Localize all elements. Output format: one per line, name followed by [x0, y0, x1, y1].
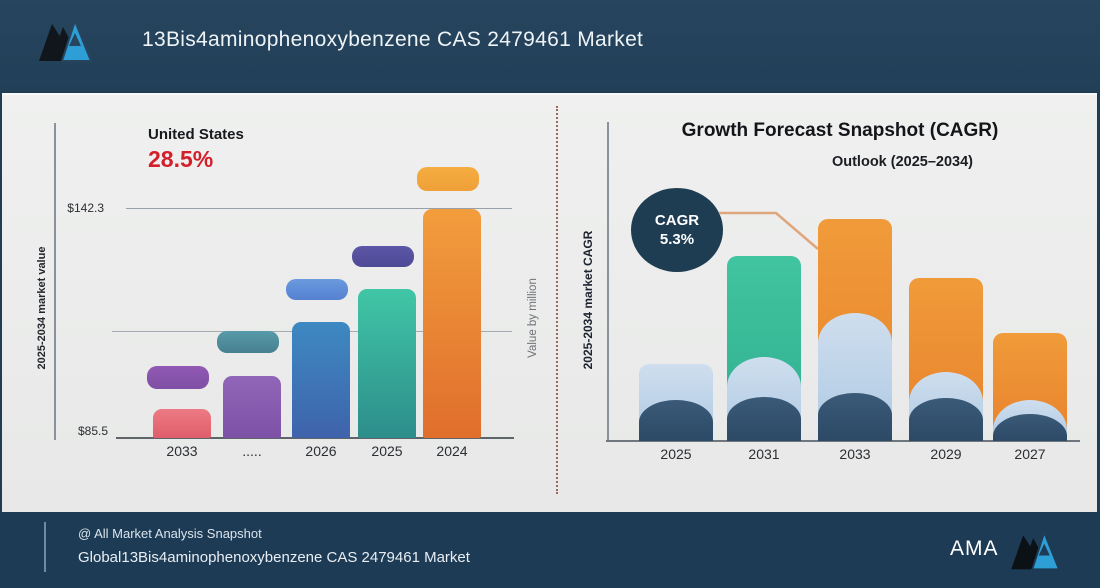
- segment-2033-navy: [818, 393, 892, 441]
- gridline-142: [126, 208, 512, 209]
- x-label-2024: 2024: [436, 443, 468, 459]
- footer-brand-text: AMA: [950, 537, 999, 560]
- bar-.....: [223, 376, 281, 438]
- x-label-.....: .....: [242, 443, 262, 459]
- footer-report-title: Global13Bis4aminophenoxybenzene CAS 2479…: [78, 549, 470, 566]
- cagr-badge-value: 5.3%: [659, 231, 695, 248]
- header: 13Bis4aminophenoxybenzene CAS 2479461 Ma…: [0, 0, 1100, 91]
- page-title: 13Bis4aminophenoxybenzene CAS 2479461 Ma…: [142, 28, 644, 51]
- segment-2031-navy: [727, 397, 801, 441]
- x-label-2029: 2029: [930, 446, 962, 462]
- y-tick-85: $85.5: [77, 424, 108, 438]
- bar-cap-2025: [352, 246, 414, 267]
- bar-2026: [292, 322, 350, 438]
- x-label-2033: 2033: [166, 443, 198, 459]
- value-by-million-label: Value by million: [527, 278, 539, 358]
- left-y-axis-line: [54, 123, 56, 440]
- right-chart-title: Growth Forecast Snapshot (CAGR): [681, 120, 999, 141]
- footer-caption: @ All Market Analysis Snapshot: [78, 526, 262, 541]
- right-chart-subtitle: Outlook (2025–2034): [831, 154, 974, 170]
- left-x-axis-line: [116, 437, 514, 439]
- segment-2029-navy: [909, 398, 983, 441]
- x-label-2033: 2033: [839, 446, 871, 462]
- x-label-2026: 2026: [305, 443, 337, 459]
- bar-cap-2024: [417, 167, 479, 191]
- cagr-badge: CAGR 5.3%: [631, 188, 723, 272]
- bar-cap-.....: [217, 331, 279, 353]
- footer: @ All Market Analysis Snapshot Global13B…: [0, 512, 1100, 588]
- bar-2025: [358, 289, 416, 438]
- cagr-badge-label: CAGR: [654, 211, 700, 229]
- x-label-2027: 2027: [1014, 446, 1046, 462]
- left-chart-title: United States: [148, 126, 244, 143]
- bar-cap-2026: [286, 279, 348, 300]
- x-label-2025: 2025: [371, 443, 403, 459]
- bar-2024: [423, 209, 481, 438]
- x-label-2025: 2025: [660, 446, 692, 462]
- right-y-axis-line: [607, 122, 609, 441]
- bar-2033: [153, 409, 211, 438]
- left-bar-chart: 2033..... 2026 2025 2024: [118, 123, 512, 459]
- left-chart-highlight-value: 28.5%: [148, 146, 214, 172]
- ama-logo-icon: [1011, 529, 1061, 571]
- segment-2025-navy: [639, 400, 713, 441]
- right-bar-chart: 2025 2031 2033 2029 2027: [625, 122, 1075, 462]
- bar-cap-2033: [147, 366, 209, 389]
- left-y-axis-title: 2025-2034 market value: [36, 246, 48, 370]
- ama-logo-icon: [39, 18, 93, 62]
- x-label-2031: 2031: [748, 446, 780, 462]
- footer-divider: [44, 522, 46, 572]
- right-y-axis-title: 2025-2034 market CAGR: [581, 230, 595, 370]
- y-tick-142: $142.3: [67, 201, 104, 215]
- dotted-divider: [556, 106, 558, 494]
